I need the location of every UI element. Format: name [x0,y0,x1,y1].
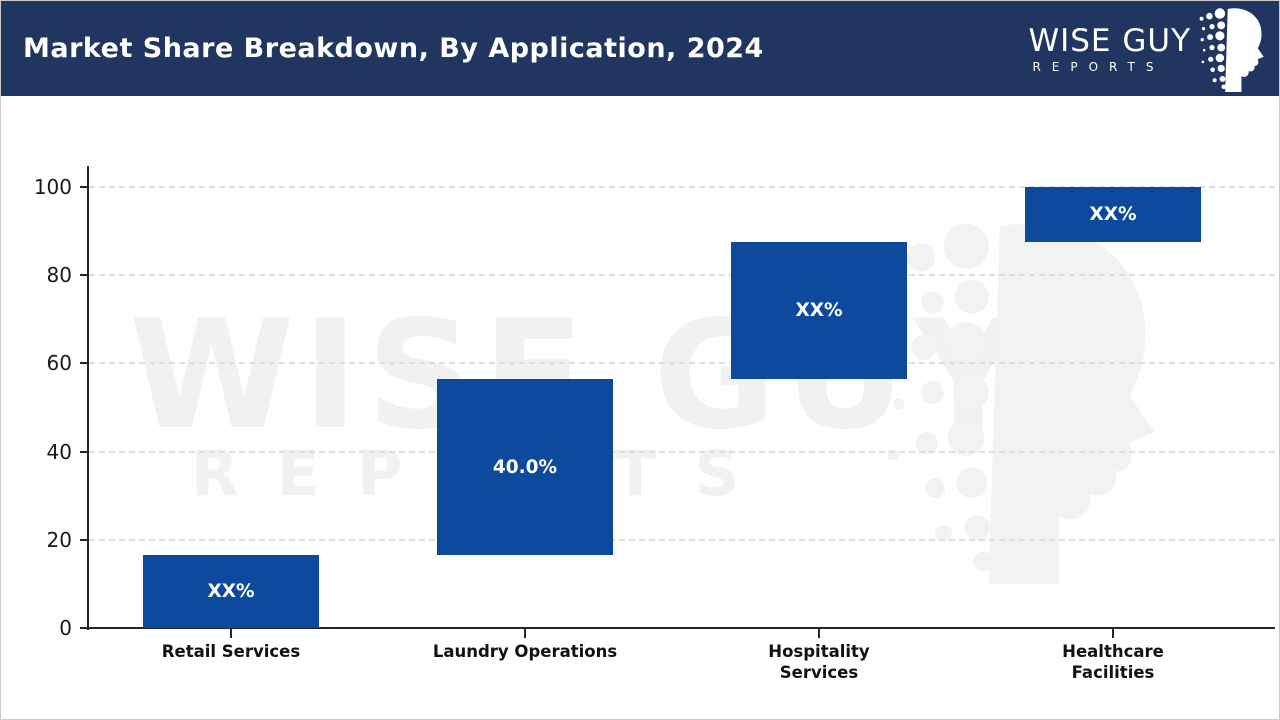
bar-value-label: 40.0% [492,456,558,478]
y-grid-line [89,186,1275,188]
logo-text: WISE GUY REPORTS [1028,24,1191,74]
x-category-label: Healthcare Facilities [1062,642,1164,682]
bar-segment: XX% [731,242,907,379]
y-tick-label: 60 [46,351,72,376]
y-tick-label: 80 [46,263,72,288]
y-grid-line [89,450,1275,453]
y-grid-line [89,362,1275,365]
y-tick-label: 40 [46,439,72,464]
x-tick-mark [230,629,232,638]
bar-segment: XX% [1025,187,1201,243]
x-tick-mark [818,629,820,638]
y-grid-line [89,274,1275,277]
y-tick-label: 20 [46,527,72,552]
bar-segment: 40.0% [437,378,613,556]
bar-value-label: XX% [795,299,843,321]
bar-segment: XX% [143,555,319,628]
y-axis-line [87,166,89,630]
x-category-label: Laundry Operations [432,642,618,661]
logo-subtitle: REPORTS [1032,60,1165,74]
x-tick-mark [524,629,526,638]
y-tick-mark [80,274,89,277]
header: Market Share Breakdown, By Application, … [1,1,1279,96]
wiseguy-logo: WISE GUY REPORTS [1028,7,1267,92]
bar-value-label: XX% [1089,204,1137,226]
bar-value-label: XX% [207,581,255,603]
y-grid-line [89,538,1275,541]
y-tick-mark [80,186,89,188]
x-axis-line [87,627,1275,629]
y-tick-mark [80,538,89,541]
y-tick-mark [80,362,89,365]
y-tick-label: 100 [33,175,72,199]
x-tick-mark [1112,629,1114,638]
y-tick-mark [80,450,89,453]
logo-wordmark: WISE GUY [1028,23,1191,59]
y-tick-mark [80,627,89,629]
figure-title: Market Share Breakdown, By Application, … [23,33,764,64]
wiseguy-head-icon [1199,7,1264,92]
y-tick-label: 0 [59,616,72,640]
x-category-label: Retail Services [161,642,301,661]
x-category-label: Hospitality Services [768,642,870,682]
